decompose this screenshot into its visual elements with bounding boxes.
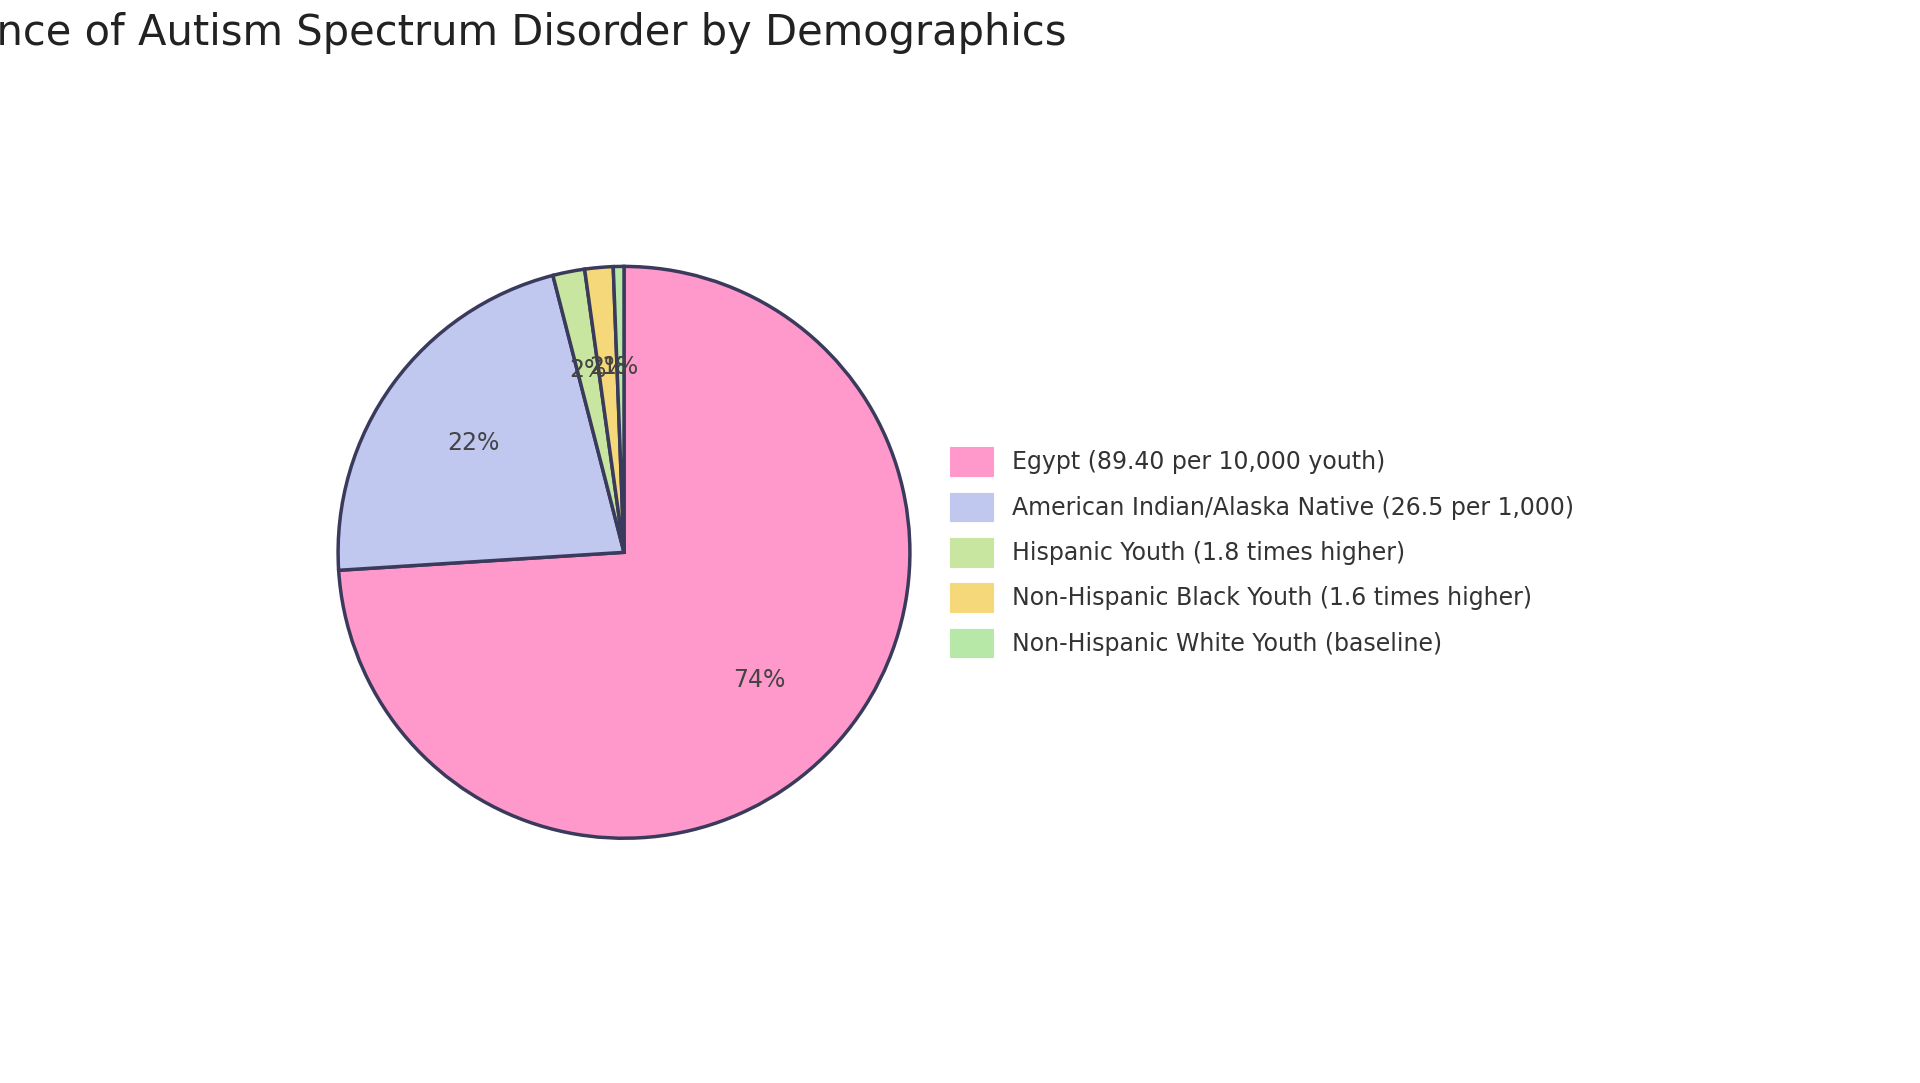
Text: 2%: 2%: [570, 358, 607, 382]
Text: 1%: 1%: [601, 354, 639, 379]
Wedge shape: [584, 266, 624, 552]
Text: 74%: 74%: [733, 667, 785, 692]
Wedge shape: [612, 266, 624, 552]
Text: Prevalence of Autism Spectrum Disorder by Demographics: Prevalence of Autism Spectrum Disorder b…: [0, 12, 1066, 54]
Wedge shape: [553, 270, 624, 552]
Text: 22%: 22%: [447, 431, 499, 455]
Wedge shape: [338, 275, 624, 571]
Wedge shape: [338, 266, 910, 838]
Text: 2%: 2%: [589, 355, 626, 379]
Legend: Egypt (89.40 per 10,000 youth), American Indian/Alaska Native (26.5 per 1,000), : Egypt (89.40 per 10,000 youth), American…: [941, 438, 1584, 667]
